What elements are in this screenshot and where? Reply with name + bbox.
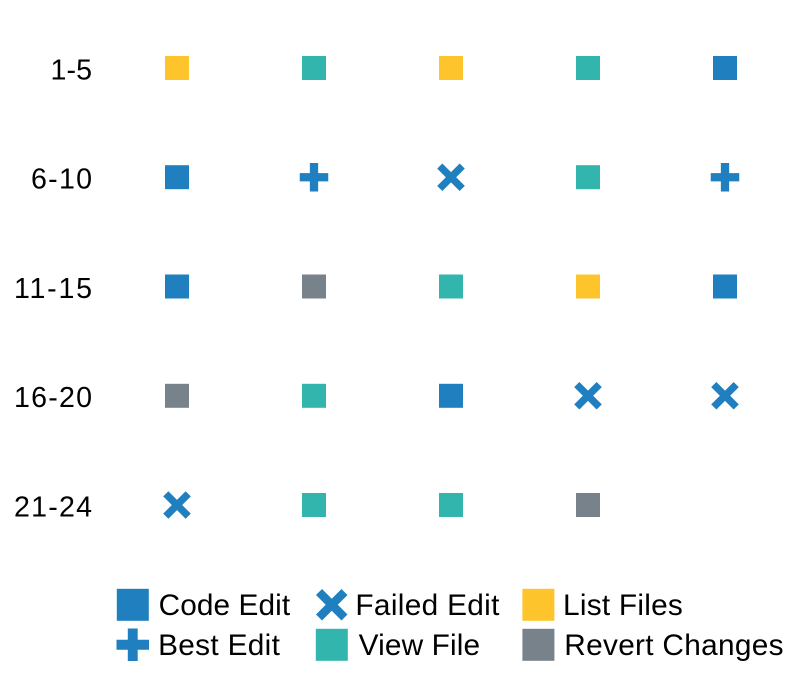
svg-text:Code Edit: Code Edit — [159, 589, 291, 622]
svg-text:Revert Changes: Revert Changes — [564, 629, 783, 662]
svg-text:16-20: 16-20 — [14, 382, 92, 414]
svg-text:6-10: 6-10 — [31, 164, 92, 196]
svg-text:List Files: List Files — [563, 589, 683, 622]
svg-text:Failed Edit: Failed Edit — [355, 589, 500, 622]
svg-text:11-15: 11-15 — [14, 273, 92, 305]
svg-text:View File: View File — [359, 629, 481, 662]
svg-text:21-24: 21-24 — [14, 491, 92, 523]
svg-text:Best Edit: Best Edit — [158, 629, 281, 662]
svg-text:1-5: 1-5 — [51, 54, 93, 86]
